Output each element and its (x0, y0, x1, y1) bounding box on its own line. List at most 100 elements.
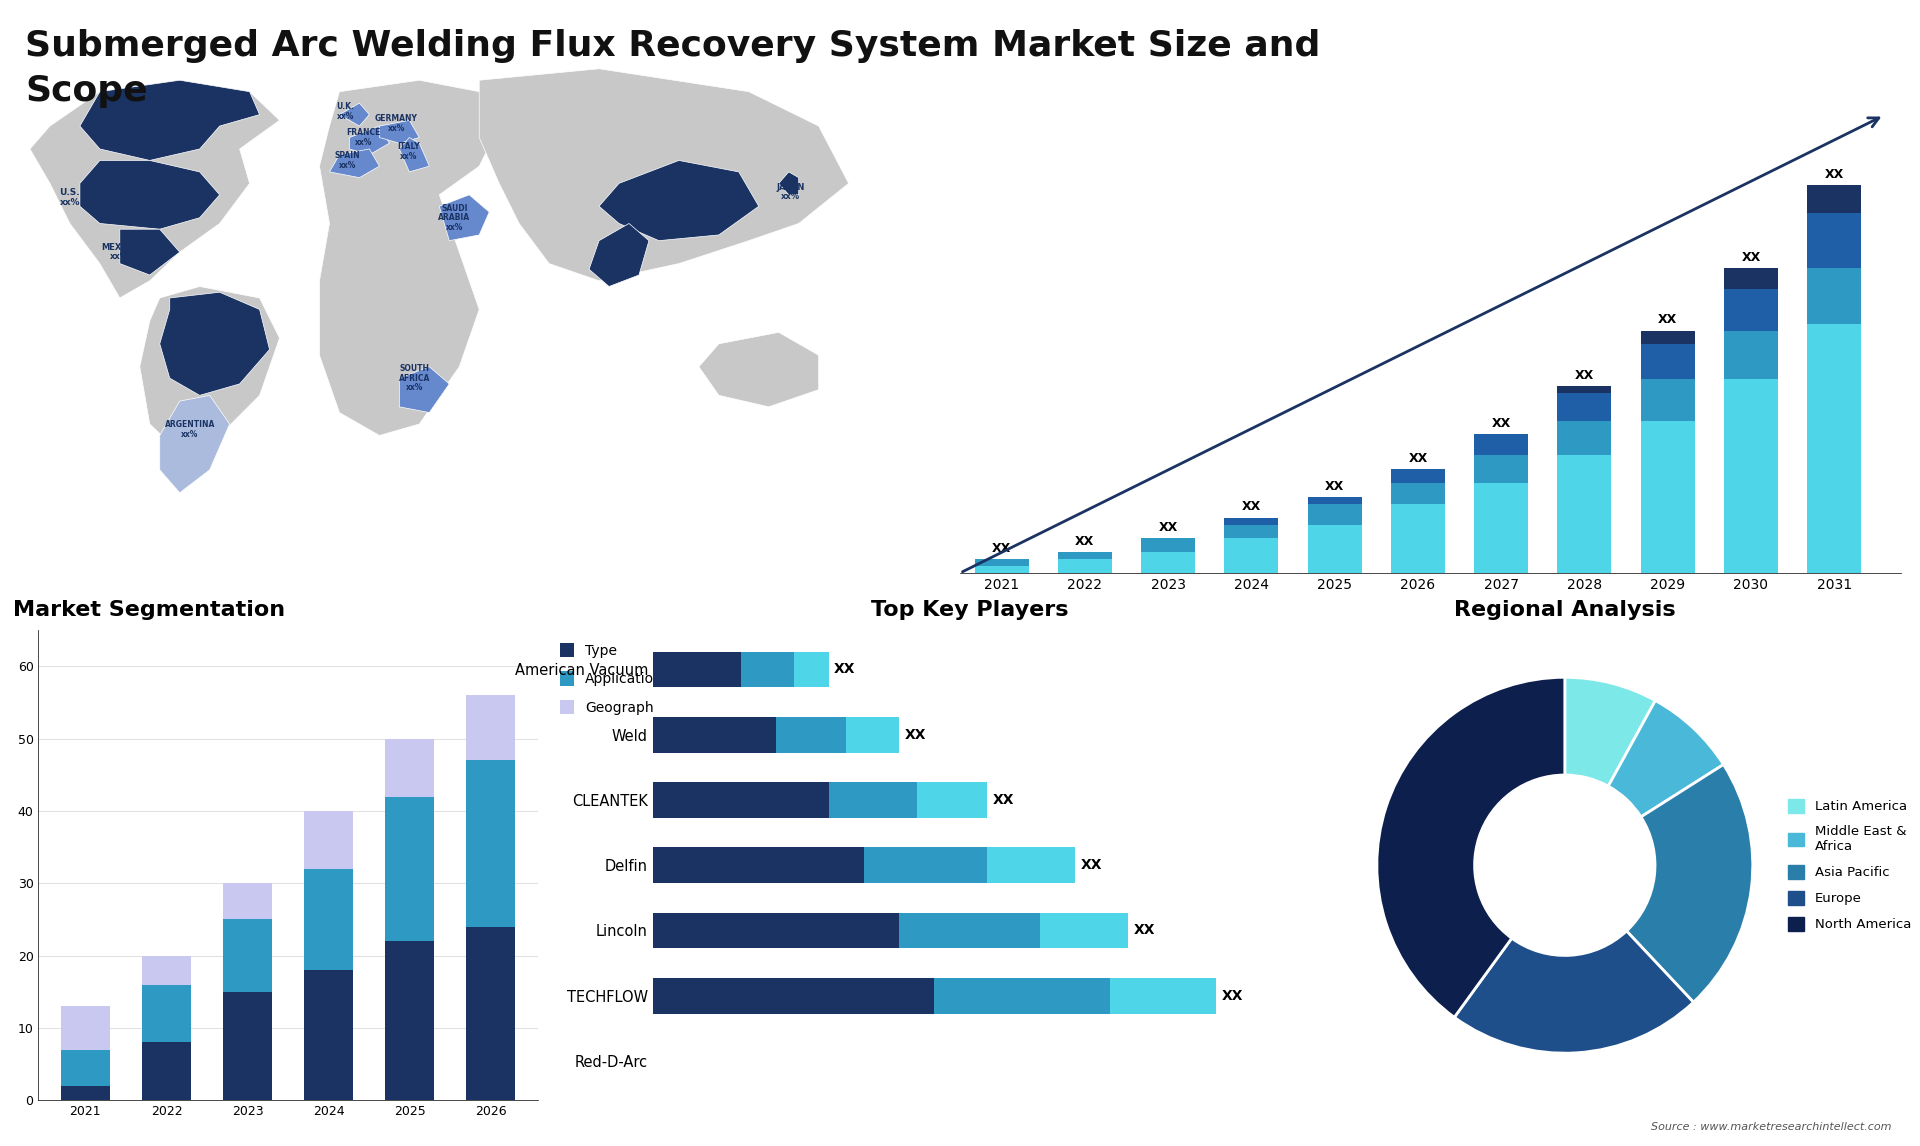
Text: XX: XX (1659, 313, 1678, 327)
Bar (1110, 978, 1215, 1014)
Bar (142, 1043, 190, 1100)
Bar (303, 970, 353, 1100)
Text: MARKET: MARKET (1784, 47, 1830, 57)
Text: RESEARCH: RESEARCH (1784, 71, 1843, 81)
Bar (653, 978, 935, 1014)
Bar (1140, 552, 1194, 573)
Bar (467, 761, 515, 927)
Bar (975, 559, 1029, 566)
Text: INTELLECT: INTELLECT (1784, 95, 1843, 105)
Polygon shape (330, 149, 380, 178)
Polygon shape (319, 80, 499, 435)
Bar (1390, 482, 1446, 504)
Bar (1058, 559, 1112, 573)
Wedge shape (1377, 677, 1565, 1018)
Title: Regional Analysis: Regional Analysis (1453, 601, 1676, 620)
Bar (142, 956, 190, 984)
Wedge shape (1626, 764, 1753, 1003)
Bar (1724, 330, 1778, 379)
Polygon shape (349, 126, 390, 155)
Polygon shape (81, 80, 259, 160)
Polygon shape (1707, 41, 1811, 125)
Bar (1557, 386, 1611, 393)
Bar (653, 716, 776, 753)
Bar (1807, 323, 1860, 573)
Text: XX: XX (833, 662, 856, 676)
Text: XX: XX (1075, 535, 1094, 548)
Bar (1041, 912, 1129, 949)
Wedge shape (1609, 700, 1724, 817)
Polygon shape (119, 229, 180, 275)
Polygon shape (599, 160, 758, 241)
Text: Scope: Scope (25, 74, 148, 109)
Text: U.K.
xx%: U.K. xx% (336, 102, 355, 121)
Text: XX: XX (1407, 452, 1428, 465)
Polygon shape (380, 120, 419, 143)
Bar (793, 652, 829, 688)
Text: GERMANY
xx%: GERMANY xx% (374, 113, 419, 133)
Bar (1807, 268, 1860, 323)
Legend: Latin America, Middle East &
Africa, Asia Pacific, Europe, North America: Latin America, Middle East & Africa, Asi… (1784, 794, 1916, 936)
Bar (61, 1085, 109, 1100)
Bar (1640, 345, 1695, 379)
Text: XX: XX (1574, 369, 1594, 382)
Bar (1225, 539, 1279, 573)
Bar (918, 782, 987, 818)
Bar (935, 978, 1110, 1014)
Bar (653, 912, 899, 949)
Bar (1807, 186, 1860, 213)
Bar (386, 796, 434, 941)
Polygon shape (140, 286, 280, 453)
Bar (1724, 289, 1778, 330)
Text: XX: XX (1221, 989, 1242, 1003)
Text: XX: XX (904, 728, 925, 741)
Bar (1640, 379, 1695, 421)
Text: XX: XX (1081, 858, 1102, 872)
Bar (1557, 393, 1611, 421)
Text: FRANCE
xx%: FRANCE xx% (346, 128, 380, 147)
Bar (899, 912, 1041, 949)
Text: Submerged Arc Welding Flux Recovery System Market Size and: Submerged Arc Welding Flux Recovery Syst… (25, 29, 1321, 63)
Bar (741, 652, 793, 688)
Bar (1475, 482, 1528, 573)
Polygon shape (399, 138, 430, 172)
Bar (864, 847, 987, 884)
Bar (1058, 552, 1112, 559)
Text: CANADA
xx%: CANADA xx% (138, 96, 180, 116)
Text: Source : www.marketresearchintellect.com: Source : www.marketresearchintellect.com (1651, 1122, 1891, 1132)
Text: SOUTH
AFRICA
xx%: SOUTH AFRICA xx% (399, 364, 430, 392)
Polygon shape (1655, 41, 1759, 125)
Bar (467, 927, 515, 1100)
Bar (223, 919, 273, 991)
Wedge shape (1453, 931, 1693, 1053)
Bar (1308, 525, 1361, 573)
Polygon shape (480, 69, 849, 281)
Text: XX: XX (993, 793, 1014, 807)
Bar (303, 869, 353, 970)
Bar (829, 782, 918, 818)
Bar (1225, 518, 1279, 525)
Polygon shape (699, 332, 818, 407)
Bar (1475, 434, 1528, 455)
Text: MEXICO
xx%: MEXICO xx% (102, 243, 138, 261)
Bar (975, 566, 1029, 573)
Polygon shape (81, 160, 219, 229)
Text: XX: XX (1325, 480, 1344, 493)
Bar (142, 984, 190, 1043)
Bar (1390, 469, 1446, 482)
Bar (223, 884, 273, 919)
Bar (1557, 421, 1611, 455)
Bar (987, 847, 1075, 884)
Text: XX: XX (1824, 168, 1843, 181)
Text: JAPAN
xx%: JAPAN xx% (776, 182, 804, 202)
Text: ARGENTINA
xx%: ARGENTINA xx% (165, 421, 215, 439)
Text: XX: XX (1492, 417, 1511, 430)
Text: XX: XX (1133, 924, 1154, 937)
Polygon shape (340, 103, 369, 126)
Bar (223, 991, 273, 1100)
Title: Top Key Players: Top Key Players (872, 601, 1068, 620)
Bar (61, 1006, 109, 1050)
Bar (1140, 539, 1194, 552)
Polygon shape (589, 223, 649, 286)
Polygon shape (159, 292, 269, 395)
